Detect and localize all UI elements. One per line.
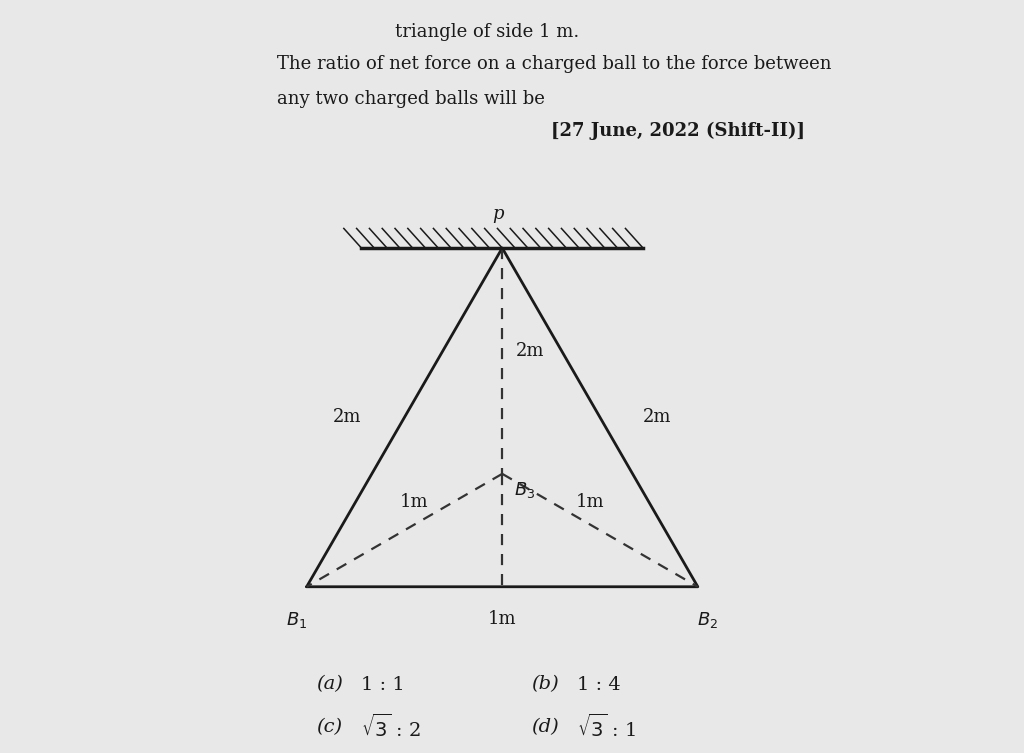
- Text: The ratio of net force on a charged ball to the force between: The ratio of net force on a charged ball…: [278, 55, 831, 73]
- Text: $\sqrt{3}$ : 2: $\sqrt{3}$ : 2: [361, 714, 422, 741]
- Text: triangle of side 1 m.: triangle of side 1 m.: [394, 23, 579, 41]
- Text: any two charged balls will be: any two charged balls will be: [278, 90, 545, 108]
- Text: 1m: 1m: [400, 492, 428, 511]
- Text: 1 : 4: 1 : 4: [577, 675, 621, 694]
- Text: 2m: 2m: [333, 408, 361, 426]
- Text: 2m: 2m: [643, 408, 672, 426]
- Text: [27 June, 2022 (Shift-II)]: [27 June, 2022 (Shift-II)]: [551, 121, 806, 139]
- Text: p: p: [493, 205, 504, 223]
- Text: (c): (c): [316, 718, 343, 736]
- Text: 1 : 1: 1 : 1: [361, 675, 406, 694]
- Text: (a): (a): [316, 675, 343, 694]
- Text: 1m: 1m: [575, 492, 604, 511]
- Text: $B_3$: $B_3$: [514, 480, 536, 500]
- Text: $B_1$: $B_1$: [287, 610, 307, 630]
- Text: $B_2$: $B_2$: [697, 610, 718, 630]
- Text: 2m: 2m: [516, 342, 545, 360]
- Text: (d): (d): [531, 718, 559, 736]
- Text: (b): (b): [531, 675, 559, 694]
- Text: 1m: 1m: [487, 610, 516, 628]
- Text: $\sqrt{3}$ : 1: $\sqrt{3}$ : 1: [577, 714, 636, 741]
